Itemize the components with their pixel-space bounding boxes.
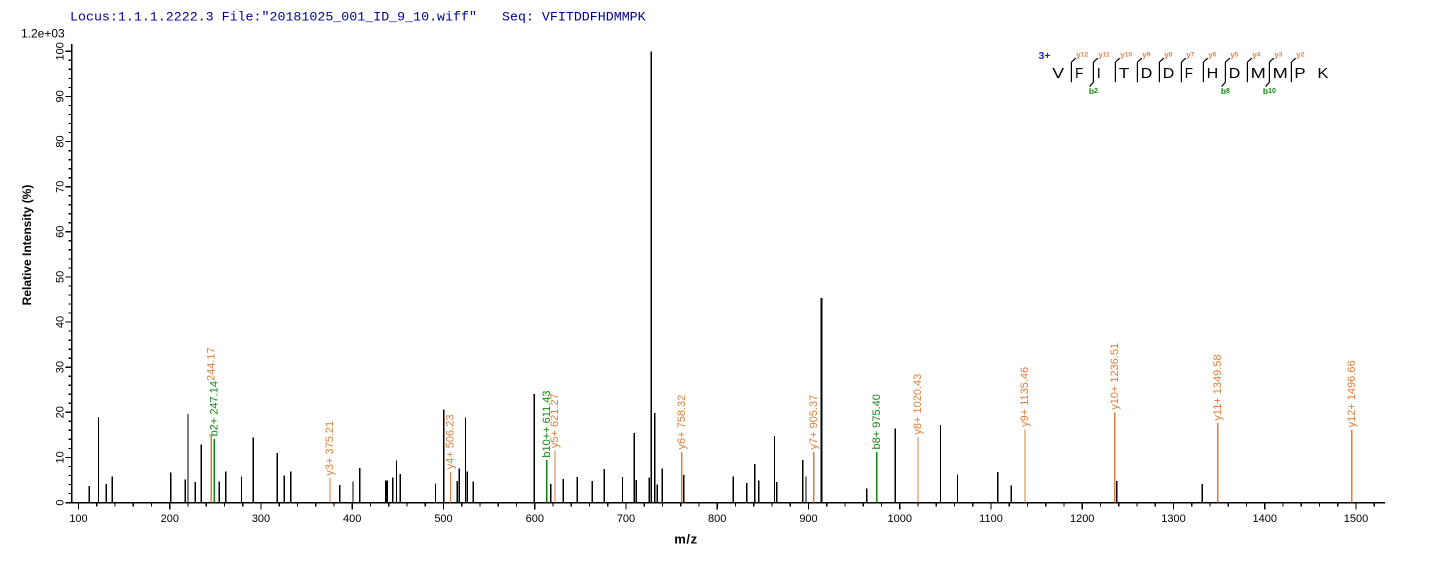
- svg-text:y10: y10: [1120, 51, 1132, 60]
- svg-text:200: 200: [161, 513, 179, 525]
- svg-text:y3+ 375.21: y3+ 375.21: [324, 421, 336, 476]
- svg-text:Locus:1.1.1.2222.3 File:"20181: Locus:1.1.1.2222.3 File:"20181025_001_ID…: [70, 10, 477, 25]
- svg-text:y9+ 1135.46: y9+ 1135.46: [1019, 367, 1031, 427]
- svg-text:y5: y5: [1230, 51, 1238, 60]
- svg-text:y11: y11: [1098, 51, 1110, 60]
- svg-text:1200: 1200: [1070, 513, 1094, 525]
- svg-text:Seq: VFITDDFHDMMPK: Seq: VFITDDFHDMMPK: [502, 10, 646, 25]
- svg-text:y7: y7: [1186, 51, 1194, 60]
- svg-text:70: 70: [55, 181, 67, 193]
- svg-text:P: P: [1294, 66, 1305, 82]
- svg-text:90: 90: [55, 90, 67, 102]
- svg-text:700: 700: [617, 513, 635, 525]
- svg-text:500: 500: [434, 513, 452, 525]
- svg-text:y8+ 1020.43: y8+ 1020.43: [912, 374, 924, 435]
- svg-text:I: I: [1097, 66, 1101, 82]
- svg-text:100: 100: [55, 42, 67, 60]
- svg-text:b2+ 247.14: b2+ 247.14: [209, 381, 221, 436]
- svg-text:30: 30: [55, 361, 67, 373]
- svg-text:y3: y3: [1274, 51, 1282, 60]
- svg-text:3+: 3+: [1039, 50, 1051, 62]
- svg-text:244.17: 244.17: [205, 347, 217, 381]
- svg-text:b8: b8: [1221, 86, 1230, 96]
- svg-text:b10++ 611.43: b10++ 611.43: [541, 391, 553, 458]
- svg-text:1500: 1500: [1344, 513, 1368, 525]
- svg-text:M: M: [1251, 66, 1266, 82]
- svg-text:F: F: [1075, 66, 1083, 82]
- svg-text:y10+ 1236.51: y10+ 1236.51: [1109, 343, 1121, 410]
- svg-text:50: 50: [55, 271, 67, 283]
- svg-text:y12+ 1496.66: y12+ 1496.66: [1346, 360, 1358, 427]
- svg-text:60: 60: [55, 226, 67, 238]
- svg-text:D: D: [1163, 66, 1175, 82]
- svg-text:y9: y9: [1142, 51, 1150, 60]
- svg-text:V: V: [1052, 66, 1064, 82]
- svg-text:F: F: [1185, 66, 1193, 82]
- svg-text:b8+ 975.40: b8+ 975.40: [871, 394, 883, 449]
- svg-text:b10: b10: [1263, 86, 1276, 96]
- svg-text:M: M: [1273, 66, 1288, 82]
- svg-text:600: 600: [526, 513, 544, 525]
- svg-text:80: 80: [55, 135, 67, 147]
- svg-text:20: 20: [55, 406, 67, 418]
- svg-text:y12: y12: [1076, 51, 1088, 60]
- svg-text:K: K: [1317, 66, 1329, 82]
- svg-text:H: H: [1207, 66, 1219, 82]
- svg-text:1400: 1400: [1253, 513, 1277, 525]
- svg-text:y8: y8: [1164, 51, 1172, 60]
- svg-text:T: T: [1119, 66, 1130, 82]
- svg-text:900: 900: [799, 513, 817, 525]
- svg-text:1300: 1300: [1161, 513, 1185, 525]
- svg-text:y5+ 621.27: y5+ 621.27: [549, 393, 561, 448]
- svg-text:D: D: [1141, 66, 1153, 82]
- svg-text:Relative Intensity (%): Relative Intensity (%): [20, 185, 34, 306]
- svg-text:m/z: m/z: [674, 532, 697, 547]
- svg-text:y6: y6: [1208, 51, 1216, 60]
- svg-text:D: D: [1229, 66, 1241, 82]
- svg-text:y4: y4: [1252, 51, 1260, 60]
- svg-text:800: 800: [708, 513, 726, 525]
- svg-text:10: 10: [55, 451, 67, 463]
- svg-text:0: 0: [55, 499, 67, 505]
- svg-text:1.2e+03: 1.2e+03: [21, 27, 65, 41]
- svg-text:400: 400: [343, 513, 361, 525]
- svg-text:y6+ 758.32: y6+ 758.32: [676, 395, 688, 450]
- svg-text:300: 300: [252, 513, 270, 525]
- svg-text:y2: y2: [1296, 51, 1304, 60]
- svg-text:100: 100: [69, 513, 87, 525]
- svg-text:y7+ 905.37: y7+ 905.37: [808, 395, 820, 450]
- svg-text:y4+ 506.23: y4+ 506.23: [445, 415, 457, 470]
- svg-text:y11+ 1349.58: y11+ 1349.58: [1212, 354, 1224, 420]
- svg-text:40: 40: [55, 316, 67, 328]
- svg-text:1000: 1000: [888, 513, 912, 525]
- svg-text:b2: b2: [1089, 86, 1098, 96]
- svg-text:1100: 1100: [979, 513, 1003, 525]
